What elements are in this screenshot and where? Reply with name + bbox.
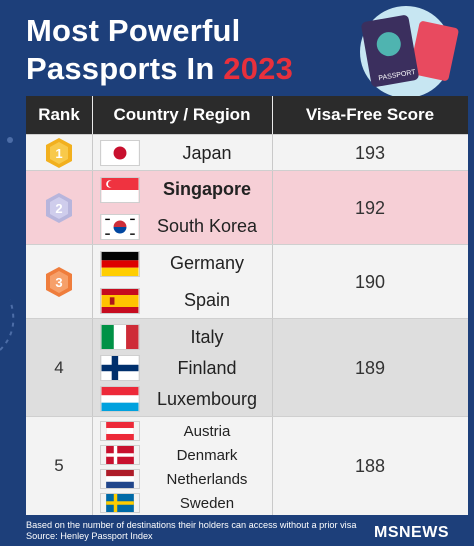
country-name: Germany (169, 253, 245, 273)
country-name: Sweden (179, 494, 235, 512)
column-divider (92, 417, 93, 515)
table-header: Rank Country / Region Visa-Free Score (26, 96, 468, 134)
column-divider (92, 171, 93, 245)
country-entry: Spain (100, 282, 270, 319)
country-name: Japan (182, 142, 232, 163)
score-cell: 193 (354, 142, 386, 163)
column-divider (272, 417, 273, 515)
luxembourg-flag-icon (100, 386, 140, 412)
denmark-flag-icon (100, 445, 140, 465)
japan-flag-icon (100, 140, 140, 166)
rank-cell: 4 (54, 358, 64, 377)
bronze-medal-icon: 3 (46, 267, 72, 297)
rank-cell: 2 (26, 171, 92, 245)
medal-rank-number: 1 (55, 146, 62, 161)
country-name: Netherlands (166, 470, 248, 488)
table-row-rank-4: 4 Italy Finland Luxembourg 189 (26, 318, 468, 417)
title-year: 2023 (223, 51, 294, 86)
country-entry: Germany (100, 245, 270, 282)
rank-cell: 3 (26, 245, 92, 319)
singapore-flag-icon (100, 176, 140, 203)
country-name: Singapore (162, 179, 251, 199)
table-row-rank-3: 3 Germany Spain 190 (26, 244, 468, 319)
country-entry: Italy (100, 321, 270, 353)
column-divider (272, 135, 273, 171)
column-divider (272, 245, 273, 319)
country-entry: Netherlands (100, 467, 270, 491)
header-country: Country / Region (113, 105, 251, 124)
spain-flag-icon (100, 287, 140, 314)
austria-flag-icon (100, 421, 140, 441)
footnote-description: Based on the number of destinations thei… (26, 520, 357, 530)
medal-rank-number: 3 (55, 275, 62, 290)
header-score: Visa-Free Score (305, 105, 435, 124)
italy-flag-icon (100, 324, 140, 350)
country-name: Luxembourg (156, 388, 258, 409)
passport-illustration: PASSPORT (360, 6, 459, 98)
country-entry: South Korea (100, 208, 270, 245)
column-divider (92, 135, 93, 171)
title-line-1: Most Powerful (26, 13, 241, 48)
title-line-2: Passports In 2023 (26, 50, 293, 88)
sweden-flag-icon (100, 493, 140, 513)
column-divider (272, 319, 273, 417)
country-entry: Singapore (100, 171, 270, 208)
netherlands-flag-icon (100, 469, 140, 489)
rank-cell: 5 (54, 456, 64, 475)
country-name: Spain (183, 290, 231, 310)
msnews-logo: MSNEWS (374, 524, 449, 541)
medal-rank-number: 2 (55, 201, 62, 216)
score-cell: 189 (354, 357, 386, 378)
column-divider (272, 171, 273, 245)
table-row-rank-1: 1 Japan 193 (26, 134, 468, 171)
germany-flag-icon (100, 250, 140, 277)
country-name: Finland (177, 357, 237, 378)
column-divider (92, 245, 93, 319)
country-entry: Finland (100, 352, 270, 384)
score-cell: 188 (354, 455, 386, 476)
header-divider (92, 96, 93, 134)
country-entry: Japan (100, 135, 270, 171)
footnote-source: Source: Henley Passport Index (26, 531, 153, 541)
score-cell: 190 (354, 271, 386, 292)
country-entry: Denmark (100, 443, 270, 467)
gold-medal-icon: 1 (46, 138, 72, 168)
column-divider (92, 319, 93, 417)
country-entry: Sweden (100, 491, 270, 515)
country-entry: Luxembourg (100, 383, 270, 415)
page-title: Most Powerful Passports In 2023 (26, 12, 293, 88)
country-name: Denmark (176, 446, 238, 464)
country-name: Austria (183, 422, 231, 440)
table-row-rank-5: 5 Austria Denmark Netherlands Sweden 188 (26, 416, 468, 515)
score-cell: 192 (354, 197, 386, 218)
header-rank: Rank (38, 105, 80, 124)
finland-flag-icon (100, 355, 140, 381)
south-korea-flag-icon (100, 213, 140, 240)
header-divider (272, 96, 273, 134)
passport-ranking-table: Rank Country / Region Visa-Free Score 1 … (26, 96, 468, 515)
country-name: Italy (190, 326, 224, 347)
title-line-2-prefix: Passports In (26, 51, 224, 86)
footnote: Based on the number of destinations thei… (26, 520, 356, 542)
table-row-rank-2: 2 Singapore South Korea 192 (26, 170, 468, 245)
country-name: South Korea (156, 216, 258, 236)
rank-cell: 1 (26, 135, 92, 171)
silver-medal-icon: 2 (46, 193, 72, 223)
country-entry: Austria (100, 419, 270, 443)
